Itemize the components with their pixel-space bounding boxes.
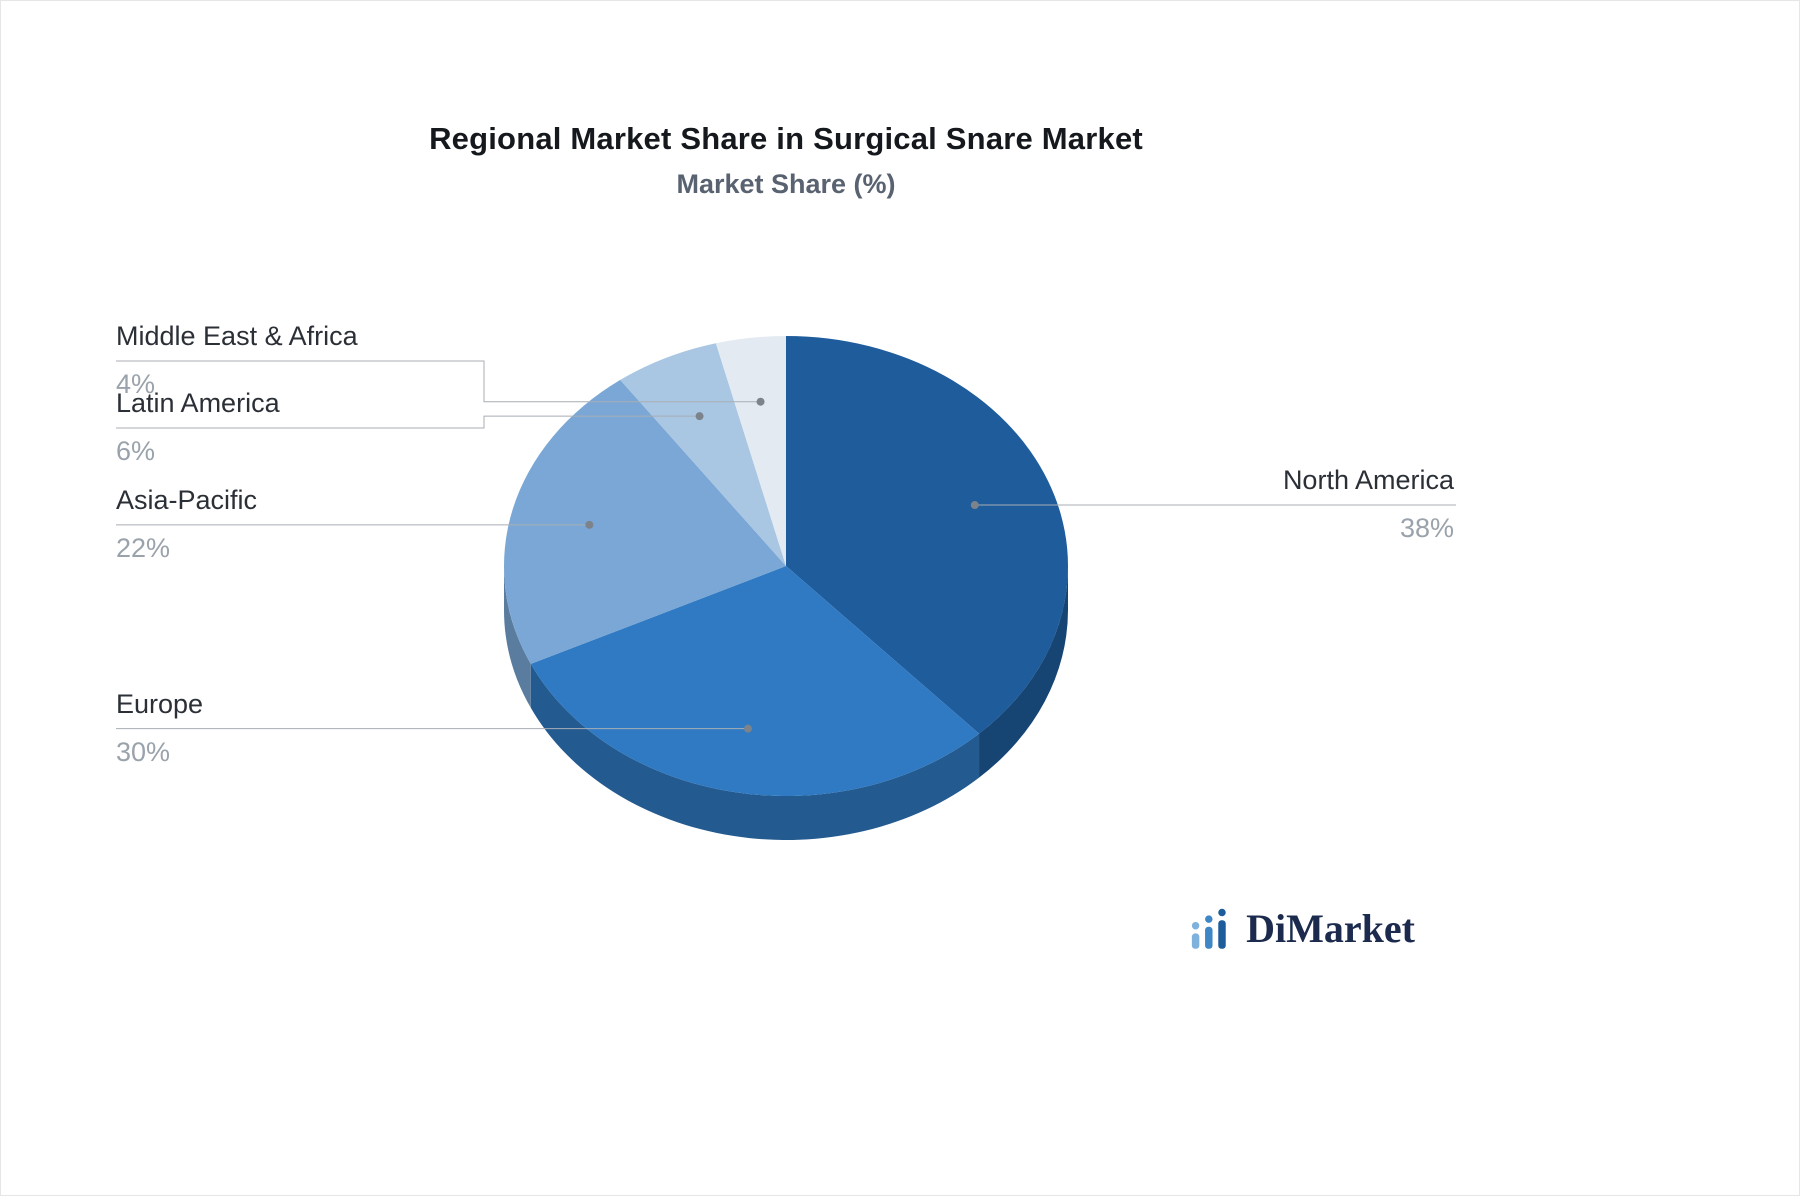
dimarket-logo-text: DiMarket [1246, 906, 1415, 951]
slice-value-latin-america: 6% [116, 436, 156, 466]
chart-title: Regional Market Share in Surgical Snare … [429, 121, 1143, 156]
slice-label-asia-pacific: Asia-Pacific [116, 484, 258, 515]
slice-value-north-america: 38% [1399, 513, 1454, 544]
pie-slice-wall-europe [530, 663, 980, 840]
pie-slice-latin-america[interactable] [620, 343, 786, 566]
pie-slice-wall-asia-pacific [504, 566, 531, 708]
pie-slice-middle-east-africa[interactable] [715, 336, 786, 566]
slice-value-europe: 30% [116, 736, 171, 767]
label-connector-latin-america [116, 415, 700, 429]
dimarket-logo-icon [1192, 908, 1226, 949]
pie-slice-europe[interactable] [530, 566, 980, 796]
dimarket-logo: DiMarket [1189, 907, 1415, 951]
label-anchor-dot-europe [743, 724, 752, 733]
pie-slice-wall-north-america [979, 566, 1068, 778]
chart-subtitle: Market Share (%) [676, 169, 896, 199]
slice-label-middle-east-africa: Middle East & Africa [116, 321, 358, 351]
label-anchor-dot-asia-pacific [585, 520, 594, 529]
pie-slice-north-america[interactable] [786, 336, 1068, 734]
slice-value-asia-pacific: 22% [116, 532, 171, 563]
slice-label-latin-america: Latin America [116, 388, 280, 418]
slice-label-north-america: North America [1282, 465, 1454, 496]
slice-value-middle-east-africa: 4% [116, 369, 156, 399]
label-connector-middle-east-africa [116, 360, 761, 403]
label-anchor-dot-middle-east-africa [756, 397, 765, 406]
slice-label-europe: Europe [116, 688, 204, 719]
label-anchor-dot-latin-america [695, 412, 704, 421]
pie-slice-asia-pacific[interactable] [503, 379, 786, 664]
label-anchor-dot-north-america [970, 501, 979, 510]
